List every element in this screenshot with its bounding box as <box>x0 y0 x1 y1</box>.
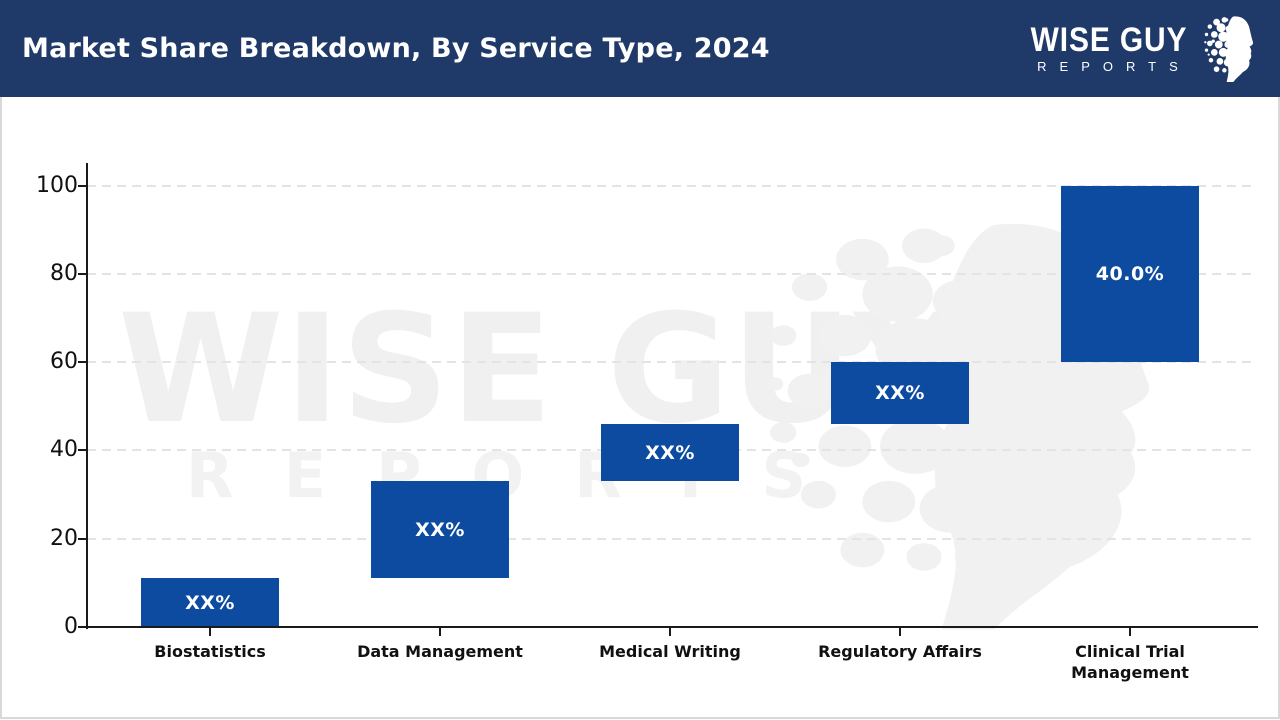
bar: XX% <box>141 578 279 627</box>
bar-value-label: 40.0% <box>1095 262 1165 285</box>
x-axis-line <box>86 626 1258 628</box>
x-tick-mark <box>1129 628 1131 636</box>
wise-guy-logo: WISE GUY REPORTS <box>1020 15 1258 83</box>
bar-value-label: XX% <box>185 591 235 614</box>
y-tick-label: 20 <box>50 525 78 551</box>
y-tick-label: 40 <box>50 437 78 463</box>
x-tick-label: Clinical Trial Management <box>1071 642 1189 682</box>
bar: XX% <box>831 362 969 424</box>
gridline <box>87 184 1256 187</box>
gridline <box>87 361 1256 364</box>
header-bar: Market Share Breakdown, By Service Type,… <box>0 0 1280 97</box>
bar-value-label: XX% <box>645 441 695 464</box>
x-tick-mark <box>899 628 901 636</box>
y-tick-label: 0 <box>64 614 78 639</box>
x-tick-label: Medical Writing <box>599 642 741 661</box>
bar-value-label: XX% <box>875 381 925 404</box>
y-tick-mark <box>78 449 86 452</box>
y-axis-line <box>86 163 88 629</box>
wise-guy-head-icon <box>1204 15 1254 82</box>
bar: 40.0% <box>1061 185 1199 363</box>
x-tick-label: Data Management <box>357 642 523 661</box>
logo-reports-text: REPORTS <box>1037 59 1191 74</box>
logo-wise-guy-text: WISE GUY <box>1030 21 1188 59</box>
bar: XX% <box>371 481 509 579</box>
y-tick-mark <box>78 272 86 275</box>
x-tick-mark <box>209 628 211 636</box>
y-tick-label: 60 <box>50 349 78 375</box>
page-title: Market Share Breakdown, By Service Type,… <box>22 33 770 64</box>
y-tick-mark <box>78 626 86 628</box>
gridline <box>87 537 1256 540</box>
x-tick-mark <box>669 628 671 636</box>
y-tick-mark <box>78 184 86 187</box>
y-tick-mark <box>78 537 86 540</box>
y-tick-mark <box>78 361 86 364</box>
bar-value-label: XX% <box>415 518 465 541</box>
x-tick-label: Regulatory Affairs <box>818 642 982 661</box>
x-tick-mark <box>439 628 441 636</box>
y-tick-label: 80 <box>50 260 78 286</box>
y-tick-label: 100 <box>36 172 78 198</box>
bar: XX% <box>601 423 739 482</box>
x-tick-label: Biostatistics <box>154 642 266 661</box>
gridline <box>87 272 1256 275</box>
watermark-wise-guy: WISE GUY <box>118 283 964 457</box>
